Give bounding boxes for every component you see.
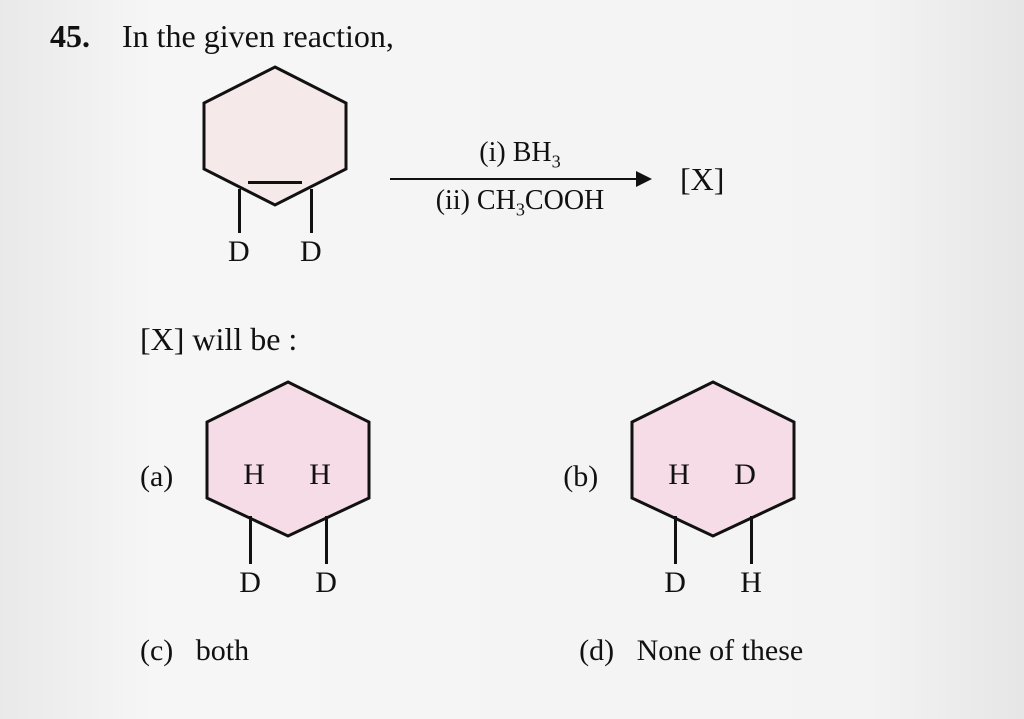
option-a-structure: H H D D [193, 376, 383, 626]
options-row-1: (a) H H D D (b) H D [140, 376, 996, 626]
atom-label-h: H [740, 566, 762, 600]
option-text: both [196, 634, 249, 667]
reaction-arrow: (i) BH3 (ii) CH3COOH [390, 138, 650, 219]
condition-text: (i) BH [479, 137, 551, 168]
option-label: (a) [140, 460, 173, 494]
atom-label-h: H [243, 458, 265, 492]
page: 45. In the given reaction, D D (i) BH3 (… [0, 0, 1024, 719]
product-label: [X] [680, 161, 724, 198]
condition-text: COOH [525, 185, 604, 216]
hexagon-icon [618, 376, 808, 542]
bond-stem [325, 516, 328, 564]
option-text: None of these [637, 634, 804, 667]
atom-label-d: D [300, 235, 322, 269]
hexagon-icon [190, 61, 360, 211]
options-row-2: (c) both (d) None of these [140, 634, 996, 668]
atom-label-d: D [228, 235, 250, 269]
option-c: (c) both [140, 634, 249, 668]
option-b-structure: H D D H [618, 376, 808, 626]
condition-above: (i) BH3 [479, 138, 560, 172]
question-prompt: In the given reaction, [122, 18, 394, 55]
atom-label-h: H [309, 458, 331, 492]
atom-label-d: D [664, 566, 686, 600]
option-d: (d) None of these [579, 634, 803, 668]
bond-stem [750, 516, 753, 564]
bond-stem [674, 516, 677, 564]
atom-label-d: D [734, 458, 756, 492]
condition-text: (ii) CH [436, 185, 516, 216]
hexagon-icon [193, 376, 383, 542]
bond-stem [310, 189, 313, 233]
option-label: (d) [579, 634, 614, 667]
question-number: 45. [50, 18, 108, 55]
option-a: (a) H H D D [140, 376, 383, 626]
bond-stem [238, 189, 241, 233]
x-will-be: [X] will be : [140, 321, 996, 358]
atom-label-d: D [239, 566, 261, 600]
reactant-structure: D D [190, 61, 360, 297]
question-line: 45. In the given reaction, [50, 18, 996, 55]
double-bond [248, 181, 302, 184]
bond-stem [249, 516, 252, 564]
atom-label-d: D [315, 566, 337, 600]
condition-below: (ii) CH3COOH [436, 186, 605, 220]
reaction-row: D D (i) BH3 (ii) CH3COOH [X] [190, 61, 996, 297]
subscript: 3 [516, 200, 525, 220]
atom-label-h: H [668, 458, 690, 492]
subscript: 3 [552, 152, 561, 172]
option-b: (b) H D D H [563, 376, 808, 626]
option-label: (b) [563, 460, 598, 494]
option-label: (c) [140, 634, 173, 667]
arrow-line-icon [390, 178, 650, 180]
